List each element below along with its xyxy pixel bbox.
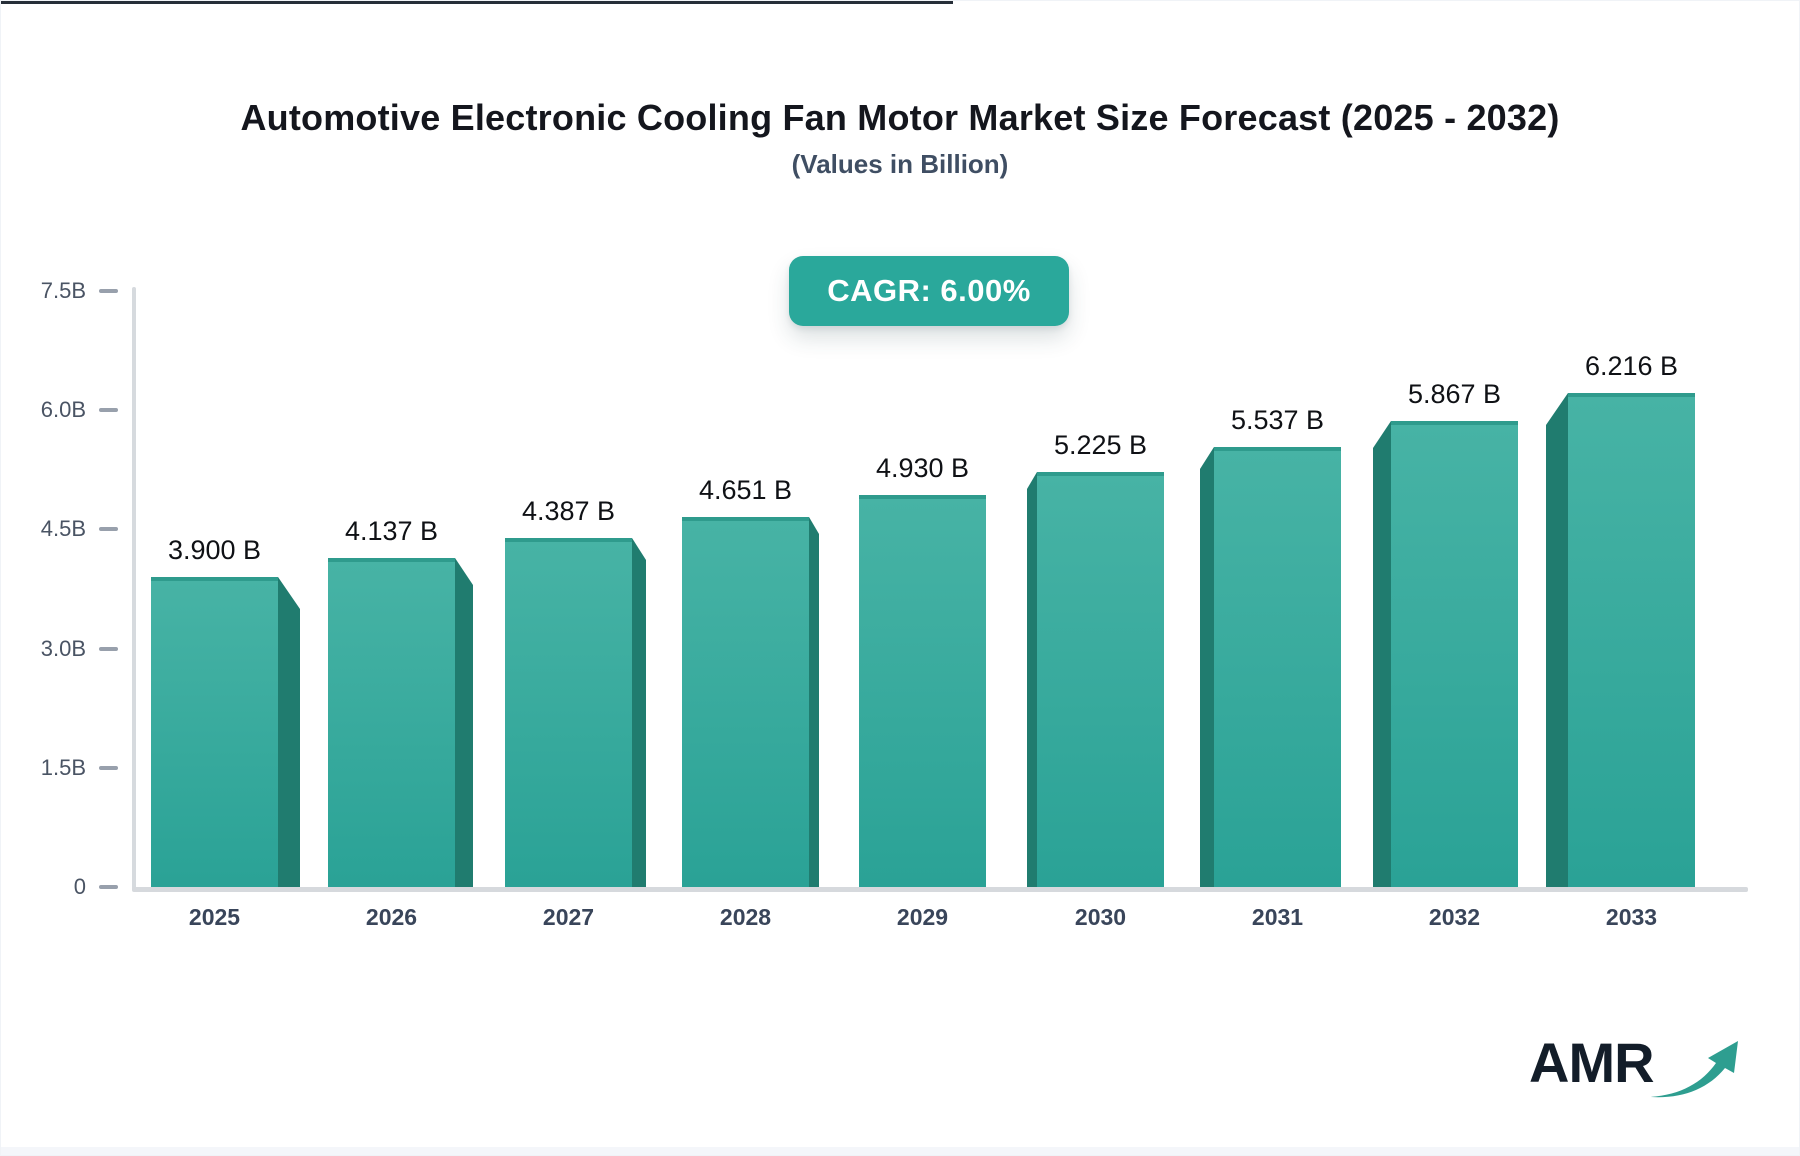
logo-text: AMR [1529, 1031, 1655, 1094]
bar-value-label: 4.137 B [344, 516, 439, 546]
bar-value-label: 3.900 B [167, 535, 262, 565]
bar-3d-side [1373, 421, 1391, 887]
chart-subtitle: (Values in Billion) [791, 149, 1009, 179]
x-axis-label: 2027 [542, 904, 595, 930]
bar-value-label: 5.225 B [1053, 430, 1148, 460]
bar-value-label: 5.867 B [1407, 379, 1502, 409]
x-axis-label: 2030 [1074, 904, 1127, 930]
x-axis-label: 2028 [719, 904, 772, 930]
y-axis-tick-label: 3.0B [40, 635, 86, 661]
y-axis-tick-label: 6.0B [40, 397, 86, 423]
y-axis-tick-label: 4.5B [40, 516, 86, 542]
y-axis-tick-mark [99, 288, 118, 293]
bar-3d-side [1027, 472, 1037, 887]
y-axis-tick-mark [99, 765, 118, 770]
bar-2028[interactable] [682, 517, 809, 887]
bar-2027[interactable] [505, 538, 632, 887]
bar-3d-side [455, 558, 473, 887]
bar-2026[interactable] [328, 558, 455, 887]
bar-3d-side [809, 517, 819, 887]
bar-2029[interactable] [859, 495, 986, 887]
y-axis-tick-mark [99, 527, 118, 532]
bar-3d-side [632, 538, 646, 887]
growth-arrow-icon [1649, 1041, 1738, 1098]
bar-value-label: 6.216 B [1584, 351, 1679, 381]
x-axis-label: 2026 [365, 904, 418, 930]
bar-2025[interactable] [151, 577, 278, 887]
chart-title: Automotive Electronic Cooling Fan Motor … [240, 97, 1560, 138]
x-baseline [132, 887, 1748, 892]
bar-2031[interactable] [1214, 447, 1341, 887]
bar-3d-side [278, 577, 300, 887]
x-axis-label: 2032 [1428, 904, 1481, 930]
cagr-badge: CAGR: 6.00% [789, 256, 1069, 326]
bar-value-label: 4.651 B [698, 475, 793, 505]
x-axis-label: 2025 [188, 904, 241, 930]
bar-3d-side [1200, 447, 1214, 887]
y-axis-line [132, 287, 136, 891]
bar-2032[interactable] [1391, 421, 1518, 887]
amr-logo: AMR [1529, 1035, 1742, 1101]
bar-2033[interactable] [1568, 393, 1695, 887]
x-axis-label: 2033 [1605, 904, 1658, 930]
y-axis-tick-label: 1.5B [40, 754, 86, 780]
y-axis-tick-mark [99, 885, 118, 889]
x-axis-label: 2029 [896, 904, 949, 930]
x-axis-label: 2031 [1251, 904, 1304, 930]
y-axis-tick-label: 0 [73, 874, 86, 899]
bar-3d-side [1546, 393, 1568, 887]
bar-2030[interactable] [1037, 472, 1164, 887]
bar-value-label: 4.387 B [521, 496, 616, 526]
y-axis-tick-mark [99, 646, 118, 651]
top-border-accent [1, 1, 953, 4]
y-axis-tick-mark [99, 408, 118, 413]
bottom-edge [1, 1147, 1799, 1155]
cagr-label: CAGR: 6.00% [827, 273, 1031, 308]
bar-value-label: 4.930 B [875, 453, 970, 483]
bar-value-label: 5.537 B [1230, 405, 1325, 435]
y-axis-tick-label: 7.5B [40, 277, 86, 303]
